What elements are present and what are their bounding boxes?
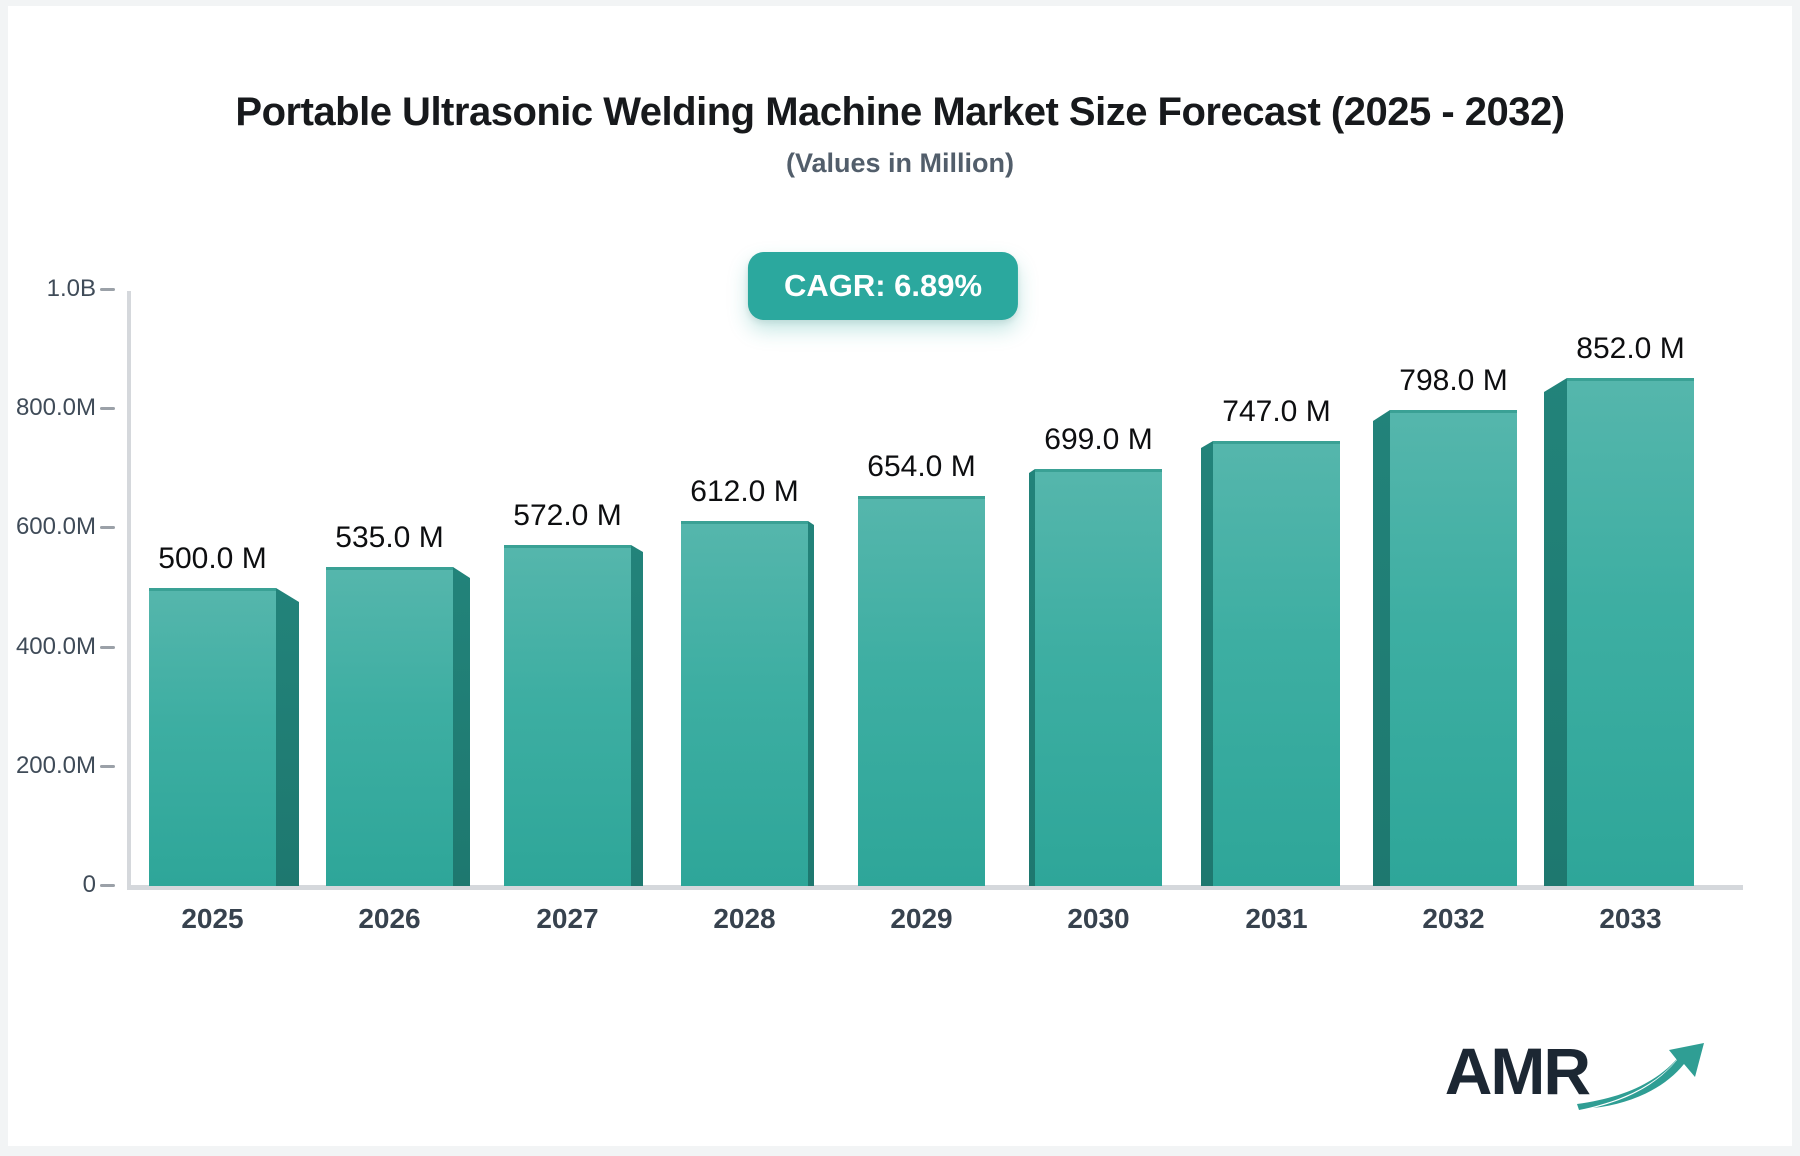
x-axis-label-2025: 2025 <box>181 903 244 934</box>
bar-value-label: 747.0 M <box>1222 395 1331 428</box>
chart-title: Portable Ultrasonic Welding Machine Mark… <box>235 90 1565 134</box>
y-axis-tick-label: 400.0M <box>15 632 96 660</box>
bar-value-label: 699.0 M <box>1044 423 1153 456</box>
bar-2030[interactable] <box>1035 469 1162 886</box>
x-axis-label-2029: 2029 <box>890 903 953 934</box>
bar-side-face-2031 <box>1201 441 1213 886</box>
chart-subtitle: (Values in Million) <box>785 148 1015 178</box>
x-axis-label-2028: 2028 <box>713 903 776 934</box>
bar-value-label: 612.0 M <box>690 475 799 508</box>
bar-2031[interactable] <box>1213 441 1340 886</box>
bar-value-label: 535.0 M <box>335 521 444 554</box>
growth-arrow-icon <box>1577 1043 1704 1110</box>
y-axis-tick-label: 200.0M <box>15 751 96 779</box>
y-axis-tick-mark <box>100 288 115 291</box>
bar-value-label: 654.0 M <box>867 450 976 483</box>
bar-value-label: 852.0 M <box>1576 332 1685 365</box>
y-axis-tick-label: 600.0M <box>15 513 96 541</box>
x-axis-line <box>127 885 1743 890</box>
x-axis-label-2033: 2033 <box>1599 903 1662 934</box>
y-axis-tick-mark <box>100 526 115 530</box>
y-axis-tick-label: 0 <box>82 871 96 898</box>
y-axis-tick-mark <box>100 645 115 649</box>
bar-value-label: 500.0 M <box>158 542 267 575</box>
cagr-badge: CAGR: 6.89% <box>747 252 1019 320</box>
bar-value-label: 798.0 M <box>1399 364 1508 397</box>
x-axis-label-2026: 2026 <box>358 903 421 934</box>
y-axis-tick-mark <box>100 884 115 887</box>
amr-logo-text: AMR <box>1444 1034 1591 1108</box>
bar-side-face-2033 <box>1544 378 1567 886</box>
bar-side-face-2028 <box>808 521 814 886</box>
bar-2027[interactable] <box>504 545 631 886</box>
y-axis-tick-mark <box>100 407 115 411</box>
bar-2032[interactable] <box>1390 410 1517 886</box>
bar-2026[interactable] <box>326 567 453 886</box>
bar-2025[interactable] <box>149 588 276 886</box>
bar-side-face-2032 <box>1373 410 1390 886</box>
bar-2028[interactable] <box>681 521 808 886</box>
y-axis-tick-mark <box>100 764 115 768</box>
x-axis-label-2030: 2030 <box>1067 903 1130 934</box>
bar-side-face-2030 <box>1029 469 1035 886</box>
bar-side-face-2027 <box>631 545 643 886</box>
x-axis-label-2027: 2027 <box>536 903 599 934</box>
y-axis-line <box>127 291 131 890</box>
y-axis-tick-label: 800.0M <box>15 394 96 422</box>
x-axis-label-2031: 2031 <box>1245 903 1308 934</box>
bar-side-face-2026 <box>453 567 470 886</box>
bar-value-label: 572.0 M <box>513 499 622 532</box>
bar-2033[interactable] <box>1567 378 1694 886</box>
y-axis-tick-label: 1.0B <box>46 275 96 302</box>
bar-side-face-2025 <box>276 588 299 886</box>
bar-2029[interactable] <box>858 496 985 886</box>
amr-logo: AMR <box>1445 1038 1705 1116</box>
x-axis-label-2032: 2032 <box>1422 903 1485 934</box>
